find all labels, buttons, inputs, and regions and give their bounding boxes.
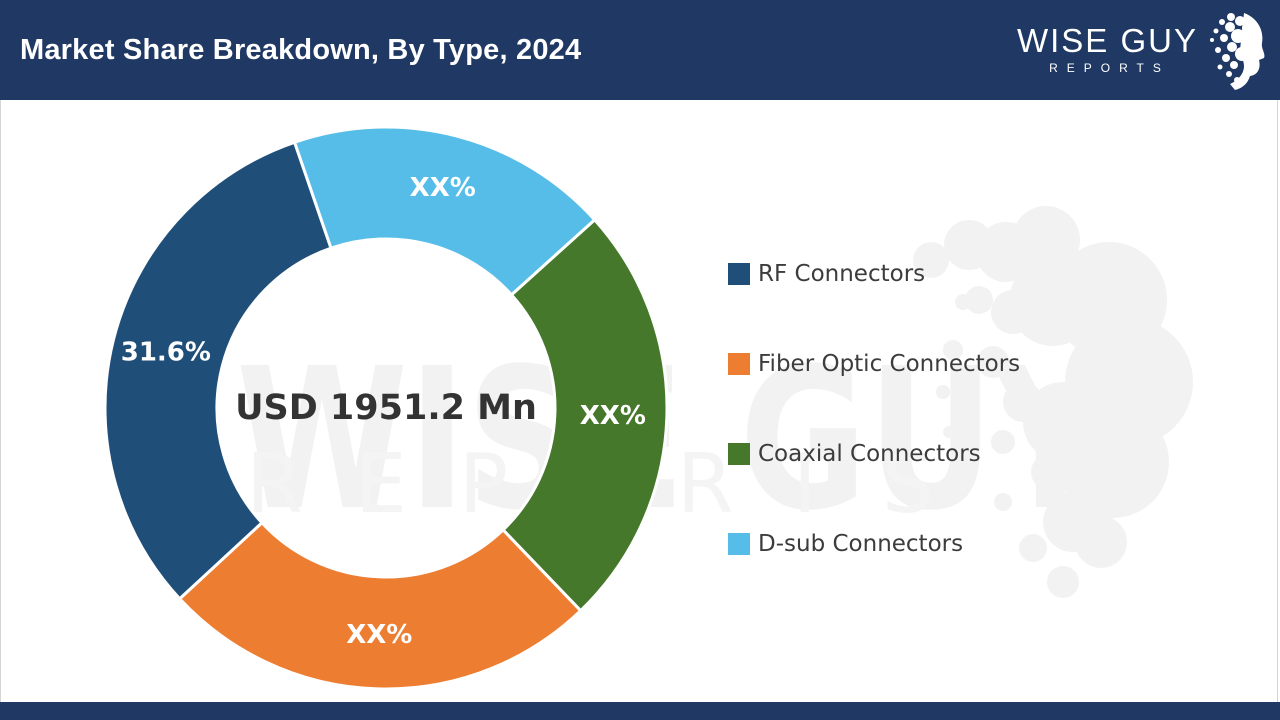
- header-bar: Market Share Breakdown, By Type, 2024 WI…: [0, 0, 1280, 100]
- legend-label: Coaxial Connectors: [758, 441, 981, 467]
- legend-item: Fiber Optic Connectors: [728, 351, 1021, 377]
- legend-swatch: [728, 353, 750, 375]
- legend-label: D-sub Connectors: [758, 531, 964, 557]
- legend-label: RF Connectors: [758, 261, 926, 287]
- legend-item: RF Connectors: [728, 261, 1020, 287]
- segment-value-label: XX%: [346, 620, 412, 650]
- logo-wordmark-line2: REPORTS: [1049, 61, 1170, 75]
- logo-wordmark-line1: WISE GUY: [1016, 22, 1198, 59]
- legend-swatch: [728, 263, 750, 285]
- donut-segment-rf-connectors: [103, 140, 333, 601]
- segment-value-label: XX%: [580, 401, 646, 431]
- footer-bar: [0, 702, 1280, 720]
- legend-item: Coaxial Connectors: [728, 441, 1020, 467]
- donut-segment-d-sub-connectors: [293, 125, 597, 297]
- legend-swatch: [728, 443, 750, 465]
- segment-value-label: 31.6%: [121, 338, 211, 368]
- chart-legend: RF Connectors Fiber Optic Connectors Coaxi…: [728, 261, 1021, 622]
- wiseguy-logo: WISE GUY REPORTS: [1017, 10, 1266, 90]
- segment-value-label: XX%: [410, 173, 476, 203]
- donut-segment-coaxial-connectors: [501, 218, 669, 613]
- watermark-face-dots: [913, 206, 1193, 598]
- legend-item: D-sub Connectors: [728, 531, 1020, 557]
- donut-center-value: USD 1951.2 Mn: [235, 388, 537, 428]
- page-title: Market Share Breakdown, By Type, 2024: [20, 33, 582, 66]
- legend-label: Fiber Optic Connectors: [758, 351, 1021, 377]
- chart-canvas: WISE GUY REPORTS XX%XX%XX%31.6%USD 1951.…: [0, 100, 1278, 702]
- donut-segment-fiber-optic-connectors: [178, 521, 583, 691]
- logo-face-icon: [1210, 13, 1265, 90]
- watermark-text-line1: WISE GUY: [236, 326, 1108, 553]
- legend-swatch: [728, 533, 750, 555]
- logo-wordmark: WISE GUY REPORTS: [1017, 24, 1198, 76]
